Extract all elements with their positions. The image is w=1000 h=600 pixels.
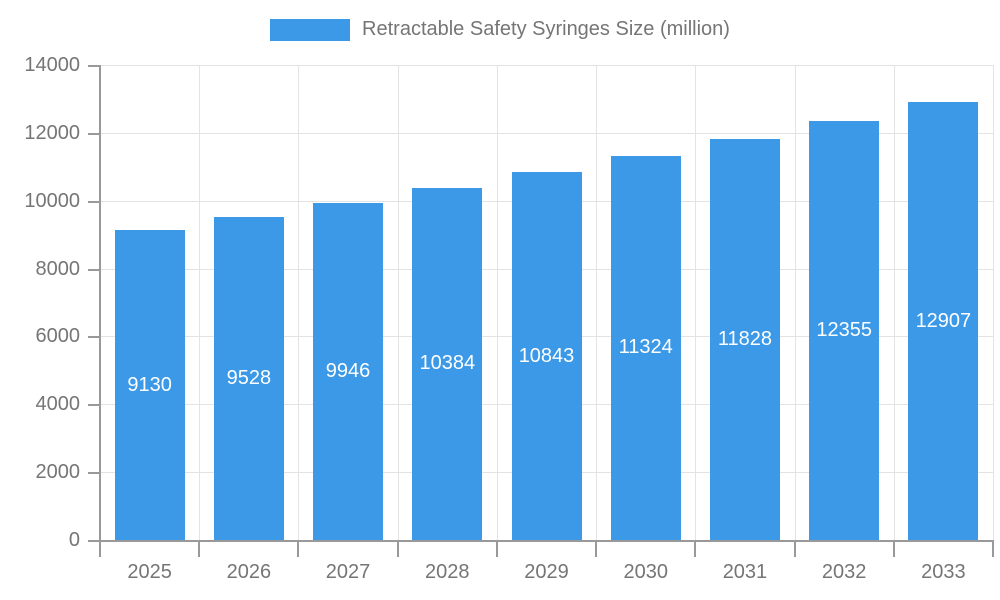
x-tick <box>198 540 201 557</box>
legend-item[interactable]: Retractable Safety Syringes Size (millio… <box>270 18 730 41</box>
v-gridline <box>199 65 201 540</box>
v-gridline <box>695 65 697 540</box>
legend-swatch-icon <box>270 18 351 41</box>
y-tick <box>88 336 100 339</box>
x-axis-line <box>99 540 993 542</box>
x-axis-tick-label: 2030 <box>623 561 668 583</box>
x-tick <box>793 540 796 557</box>
v-gridline <box>397 65 399 540</box>
bar-value-label: 11324 <box>618 336 673 359</box>
x-tick <box>99 540 101 557</box>
bar-value-label: 9946 <box>325 359 371 382</box>
bar[interactable]: 12355 <box>809 120 880 540</box>
x-axis-tick-label: 2025 <box>127 561 172 583</box>
bar[interactable]: 10384 <box>412 187 483 540</box>
v-gridline <box>496 65 498 540</box>
x-tick <box>495 540 498 557</box>
x-tick <box>297 540 300 557</box>
legend: Retractable Safety Syringes Size (millio… <box>0 18 1000 41</box>
h-gridline <box>100 65 993 66</box>
x-axis-tick-label: 2028 <box>425 561 470 583</box>
x-tick <box>694 540 697 557</box>
x-axis-tick-label: 2026 <box>226 561 272 583</box>
x-axis-tick-label: 2029 <box>524 561 569 583</box>
x-tick <box>595 540 598 557</box>
bar[interactable]: 10843 <box>511 172 582 540</box>
y-axis-line <box>99 65 101 557</box>
bar-value-label: 9130 <box>127 373 172 396</box>
y-tick <box>88 132 100 135</box>
y-tick <box>88 200 100 203</box>
y-axis-tick-label: 4000 <box>35 393 81 416</box>
x-tick <box>992 540 994 557</box>
bar[interactable]: 11828 <box>709 138 780 540</box>
bar[interactable]: 11324 <box>610 155 681 540</box>
y-tick <box>88 472 100 475</box>
bar-value-label: 11828 <box>717 327 772 350</box>
y-axis-tick-label: 10000 <box>24 189 80 212</box>
h-gridline <box>100 132 993 134</box>
bar[interactable]: 9528 <box>213 216 284 540</box>
bar-value-label: 9528 <box>226 366 272 389</box>
v-gridline <box>794 65 796 540</box>
x-axis-tick-label: 2032 <box>821 561 867 583</box>
v-gridline <box>596 65 598 540</box>
bar[interactable]: 9130 <box>114 230 185 540</box>
bar-value-label: 10384 <box>419 352 476 375</box>
y-axis-tick-label: 2000 <box>35 461 81 484</box>
y-tick <box>88 404 100 407</box>
x-tick <box>396 540 399 557</box>
y-axis-tick-label: 14000 <box>24 54 80 76</box>
y-axis-tick-label: 0 <box>68 529 80 551</box>
bar-value-label: 12355 <box>816 318 872 341</box>
x-axis-tick-label: 2031 <box>722 561 768 583</box>
x-axis-tick-label: 2027 <box>325 561 371 583</box>
x-axis-tick-label: 2033 <box>921 561 966 583</box>
y-tick <box>88 540 100 542</box>
y-axis-tick-label: 8000 <box>35 257 81 280</box>
legend-label: Retractable Safety Syringes Size (millio… <box>362 18 730 40</box>
v-gridline <box>993 65 994 540</box>
bar[interactable]: 12907 <box>908 102 979 540</box>
bar-value-label: 10843 <box>518 344 575 367</box>
x-tick <box>892 540 895 557</box>
y-tick <box>88 268 100 271</box>
y-tick <box>88 65 100 67</box>
v-gridline <box>893 65 895 540</box>
y-axis-tick-label: 6000 <box>35 325 81 348</box>
bar[interactable]: 9946 <box>313 202 384 540</box>
v-gridline <box>298 65 300 540</box>
y-axis-tick-label: 12000 <box>24 121 80 144</box>
bar-value-label: 12907 <box>915 309 972 332</box>
